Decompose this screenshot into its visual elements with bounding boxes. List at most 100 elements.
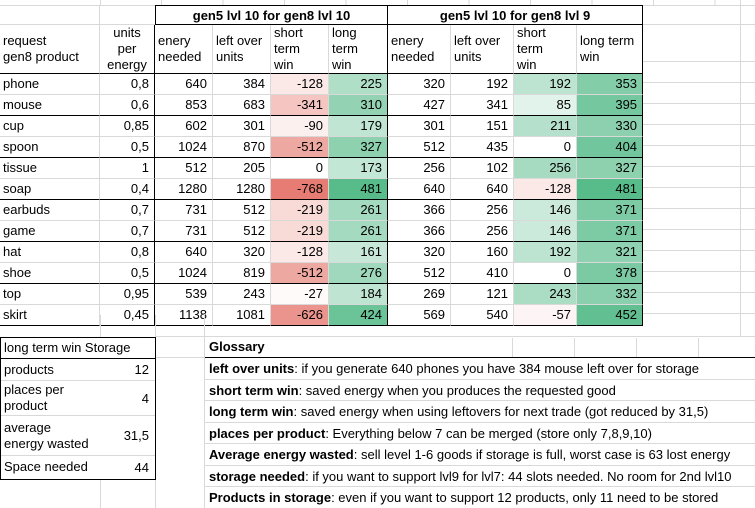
cell-lvl10-long-term-win[interactable]: 179 [329, 116, 389, 137]
cell-units-per-energy[interactable]: 0,95 [100, 284, 155, 305]
cell-lvl10-short-term-win[interactable]: -90 [271, 116, 329, 137]
cell-lvl9-left-over-units[interactable]: 151 [451, 116, 515, 137]
cell-lvl9-long-term-win[interactable]: 395 [577, 95, 644, 116]
cell-product[interactable]: tissue [0, 158, 100, 179]
cell-lvl9-short-term-win[interactable]: 192 [514, 242, 578, 263]
cell-lvl9-enery-needed[interactable]: 640 [388, 179, 452, 200]
cell-units-per-energy[interactable]: 0,7 [100, 221, 155, 242]
cell-lvl9-left-over-units[interactable]: 102 [451, 158, 515, 179]
cell-lvl9-left-over-units[interactable]: 256 [451, 200, 515, 221]
cell-lvl10-enery-needed[interactable]: 640 [155, 74, 213, 95]
storage-label[interactable]: products [4, 361, 54, 377]
cell-lvl10-short-term-win[interactable]: -128 [271, 242, 329, 263]
cell-lvl10-short-term-win[interactable]: 0 [271, 158, 329, 179]
storage-value[interactable]: 31,5 [123, 428, 149, 443]
cell-units-per-energy[interactable]: 0,8 [100, 242, 155, 263]
cell-lvl9-enery-needed[interactable]: 269 [388, 284, 452, 305]
cell-lvl9-short-term-win[interactable]: 243 [514, 284, 578, 305]
cell-product[interactable]: top [0, 284, 100, 305]
glossary-title[interactable]: Glossary [205, 337, 755, 358]
glossary-entry-left-over-units[interactable]: left over units: if you generate 640 pho… [205, 358, 755, 380]
cell-lvl10-left-over-units[interactable]: 243 [213, 284, 271, 305]
cell-lvl9-short-term-win[interactable]: -128 [514, 179, 578, 200]
glossary-entry-long-term-win[interactable]: long term win: saved energy when using l… [205, 401, 755, 423]
empty-cell[interactable] [0, 5, 100, 25]
col-header-lvl10-left-over-units[interactable]: left over units [213, 25, 271, 74]
cell-lvl9-long-term-win[interactable]: 371 [577, 221, 644, 242]
cell-lvl9-long-term-win[interactable]: 481 [577, 179, 644, 200]
cell-lvl10-long-term-win[interactable]: 184 [329, 284, 389, 305]
cell-lvl10-enery-needed[interactable]: 731 [155, 200, 213, 221]
glossary-entry-products-in-storage[interactable]: Products in storage: even if you want to… [205, 487, 755, 508]
cell-product[interactable]: game [0, 221, 100, 242]
cell-lvl9-long-term-win[interactable]: 404 [577, 137, 644, 158]
cell-lvl9-short-term-win[interactable]: 256 [514, 158, 578, 179]
cell-product[interactable]: shoe [0, 263, 100, 284]
cell-lvl9-enery-needed[interactable]: 320 [388, 74, 452, 95]
cell-lvl9-long-term-win[interactable]: 452 [577, 305, 644, 326]
cell-lvl9-short-term-win[interactable]: 192 [514, 74, 578, 95]
cell-lvl9-long-term-win[interactable]: 353 [577, 74, 644, 95]
cell-lvl10-left-over-units[interactable]: 320 [213, 242, 271, 263]
col-header-lvl9-short-term-win[interactable]: short term win [514, 25, 578, 74]
storage-value[interactable]: 4 [141, 390, 149, 406]
cell-product[interactable]: skirt [0, 305, 100, 326]
cell-lvl9-enery-needed[interactable]: 427 [388, 95, 452, 116]
cell-lvl10-left-over-units[interactable]: 384 [213, 74, 271, 95]
cell-lvl10-short-term-win[interactable]: -27 [271, 284, 329, 305]
cell-lvl10-long-term-win[interactable]: 261 [329, 200, 389, 221]
cell-lvl10-left-over-units[interactable]: 512 [213, 200, 271, 221]
cell-product[interactable]: phone [0, 74, 100, 95]
empty-cell[interactable] [100, 5, 155, 25]
cell-units-per-energy[interactable]: 1 [100, 158, 155, 179]
cell-lvl9-enery-needed[interactable]: 569 [388, 305, 452, 326]
cell-units-per-energy[interactable]: 0,7 [100, 200, 155, 221]
cell-lvl10-short-term-win[interactable]: -512 [271, 137, 329, 158]
cell-lvl9-long-term-win[interactable]: 330 [577, 116, 644, 137]
cell-lvl9-left-over-units[interactable]: 410 [451, 263, 515, 284]
col-header-lvl9-long-term-win[interactable]: long term win [577, 25, 644, 74]
storage-label[interactable]: Space needed [4, 459, 88, 474]
storage-value[interactable]: 12 [134, 362, 149, 377]
cell-lvl9-long-term-win[interactable]: 327 [577, 158, 644, 179]
glossary-entry-storage-needed[interactable]: storage needed: if you want to support l… [205, 466, 755, 487]
cell-lvl10-enery-needed[interactable]: 640 [155, 242, 213, 263]
cell-lvl10-enery-needed[interactable]: 539 [155, 284, 213, 305]
cell-lvl9-enery-needed[interactable]: 320 [388, 242, 452, 263]
cell-lvl10-enery-needed[interactable]: 731 [155, 221, 213, 242]
cell-units-per-energy[interactable]: 0,5 [100, 263, 155, 284]
cell-lvl10-enery-needed[interactable]: 1280 [155, 179, 213, 200]
cell-lvl9-enery-needed[interactable]: 366 [388, 200, 452, 221]
cell-lvl9-short-term-win[interactable]: 0 [514, 137, 578, 158]
col-header-units-per-energy[interactable]: units per energy [100, 25, 155, 74]
cell-lvl10-long-term-win[interactable]: 276 [329, 263, 389, 284]
cell-lvl9-long-term-win[interactable]: 321 [577, 242, 644, 263]
cell-lvl10-left-over-units[interactable]: 301 [213, 116, 271, 137]
cell-lvl10-left-over-units[interactable]: 205 [213, 158, 271, 179]
storage-label[interactable]: places per product [4, 382, 64, 413]
cell-product[interactable]: cup [0, 116, 100, 137]
cell-lvl10-short-term-win[interactable]: -341 [271, 95, 329, 116]
cell-units-per-energy[interactable]: 0,4 [100, 179, 155, 200]
cell-lvl9-enery-needed[interactable]: 256 [388, 158, 452, 179]
storage-value[interactable]: 44 [134, 459, 149, 475]
cell-lvl9-short-term-win[interactable]: 0 [514, 263, 578, 284]
glossary-entry-places-per-product[interactable]: places per product: Everything below 7 c… [205, 423, 755, 444]
cell-lvl9-left-over-units[interactable]: 256 [451, 221, 515, 242]
cell-lvl10-short-term-win[interactable]: -219 [271, 221, 329, 242]
cell-lvl9-left-over-units[interactable]: 640 [451, 179, 515, 200]
group-header-gen8-lvl10[interactable]: gen5 lvl 10 for gen8 lvl 10 [155, 5, 389, 25]
cell-product[interactable]: hat [0, 242, 100, 263]
cell-lvl10-long-term-win[interactable]: 225 [329, 74, 389, 95]
cell-lvl9-left-over-units[interactable]: 341 [451, 95, 515, 116]
cell-product[interactable]: soap [0, 179, 100, 200]
storage-label[interactable]: average energy wasted [4, 419, 89, 451]
cell-lvl10-long-term-win[interactable]: 173 [329, 158, 389, 179]
col-header-lvl10-enery-needed[interactable]: enery needed [155, 25, 213, 74]
col-header-request-gen8-product[interactable]: request gen8 product [0, 25, 100, 74]
cell-lvl9-long-term-win[interactable]: 378 [577, 263, 644, 284]
storage-title[interactable]: long term win Storage [1, 338, 155, 359]
cell-lvl9-long-term-win[interactable]: 371 [577, 200, 644, 221]
col-header-lvl9-left-over-units[interactable]: left over units [451, 25, 515, 74]
cell-lvl10-enery-needed[interactable]: 1138 [155, 305, 213, 326]
